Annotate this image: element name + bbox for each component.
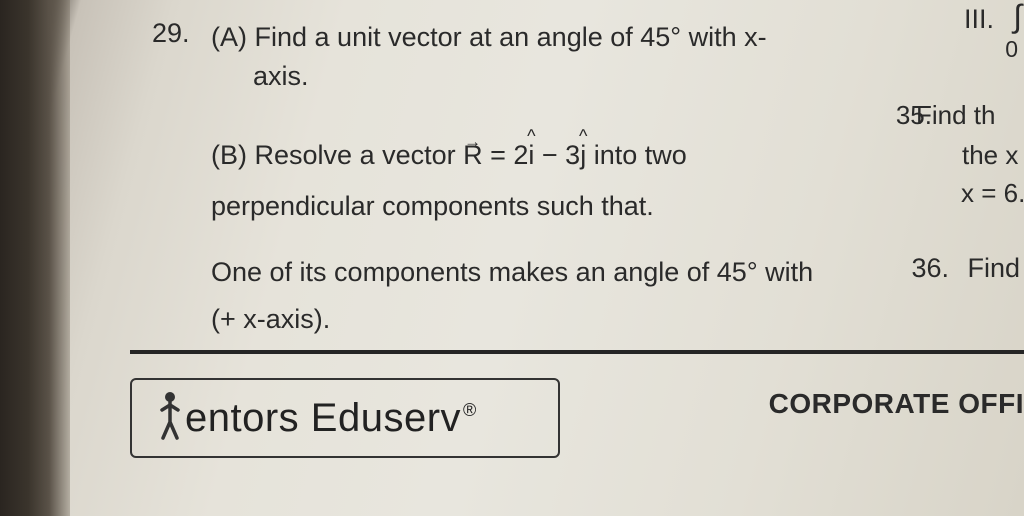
- part-a-text: (A) Find a unit vector at an angle of 45…: [211, 22, 767, 91]
- question-29-part-a: (A) Find a unit vector at an angle of 45…: [211, 18, 901, 96]
- part-b-line2: perpendicular components such that.: [211, 187, 871, 226]
- question-35-fragment: Find th: [916, 100, 1024, 131]
- question-35-line3: x = 6.: [961, 178, 1024, 209]
- page-content: 29. (A) Find a unit vector at an angle o…: [55, 0, 1024, 516]
- part-a-line2: axis.: [253, 61, 309, 91]
- i-hat: i: [528, 136, 534, 175]
- question-number-36: 36.: [911, 253, 949, 284]
- question-number-29: 29.: [152, 18, 190, 49]
- vector-arrow: →: [464, 130, 481, 155]
- roman-sub-zero: 0: [1005, 36, 1018, 63]
- equals: = 2: [483, 140, 529, 170]
- mentors-m-icon: [157, 390, 183, 440]
- logo-trailing: entors Eduserv: [185, 396, 461, 440]
- question-29-part-b-continuation: One of its components makes an angle of …: [211, 253, 891, 339]
- part-b-label: (B): [211, 140, 247, 170]
- question-36-fragment: Find: [967, 253, 1020, 284]
- logo-text: entors Eduserv®: [185, 396, 477, 441]
- part-b-cont-line1: One of its components makes an angle of …: [211, 253, 891, 292]
- part-a-label: (A): [211, 22, 247, 52]
- horizontal-divider: [130, 350, 1024, 354]
- question-29-part-b: (B) Resolve a vector →R = 2i − 3j into t…: [211, 136, 871, 226]
- mentors-eduserv-logo-box: entors Eduserv®: [130, 378, 560, 458]
- integral-fragment: ∫: [1013, 0, 1022, 35]
- corporate-office-label: CORPORATE OFFI: [769, 388, 1024, 420]
- part-b-line1: (B) Resolve a vector →R = 2i − 3j into t…: [211, 136, 871, 175]
- part-b-before: Resolve a vector: [255, 140, 464, 170]
- part-a-line1: Find a unit vector at an angle of 45° wi…: [255, 22, 767, 52]
- roman-numeral-3: III.: [964, 4, 994, 35]
- vector-r: →R: [463, 136, 483, 175]
- part-b-after: into two: [586, 140, 687, 170]
- question-35-line2: the x: [962, 140, 1024, 171]
- registered-mark: ®: [463, 400, 477, 420]
- j-hat: j: [580, 136, 586, 175]
- part-b-cont-line2: (+ x-axis).: [211, 300, 891, 339]
- minus-3: − 3: [534, 140, 580, 170]
